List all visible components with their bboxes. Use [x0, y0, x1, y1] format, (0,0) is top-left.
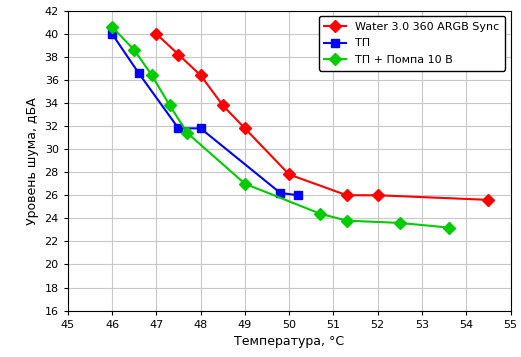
Water 3.0 360 ARGB Sync [219, 103, 226, 107]
Line: ТП: ТП [108, 30, 302, 200]
Water 3.0 360 ARGB Sync [197, 73, 204, 77]
ТП [197, 126, 204, 131]
ТП + Помпа 10 В [396, 221, 403, 225]
Water 3.0 360 ARGB Sync [153, 32, 159, 36]
ТП [295, 193, 301, 197]
X-axis label: Температура, °C: Температура, °C [234, 335, 344, 348]
ТП [135, 71, 142, 75]
Y-axis label: Уровень шума, дБА: Уровень шума, дБА [26, 97, 39, 225]
ТП [176, 126, 182, 131]
ТП + Помпа 10 В [445, 225, 452, 230]
Line: Water 3.0 360 ARGB Sync: Water 3.0 360 ARGB Sync [152, 30, 492, 204]
Legend: Water 3.0 360 ARGB Sync, ТП, ТП + Помпа 10 В: Water 3.0 360 ARGB Sync, ТП, ТП + Помпа … [318, 16, 505, 71]
ТП + Помпа 10 В [317, 212, 324, 216]
ТП + Помпа 10 В [344, 218, 350, 223]
Water 3.0 360 ARGB Sync [344, 193, 350, 197]
ТП + Помпа 10 В [109, 25, 115, 29]
Water 3.0 360 ARGB Sync [286, 172, 292, 177]
ТП [277, 191, 283, 195]
ТП + Помпа 10 В [184, 131, 191, 135]
Line: ТП + Помпа 10 В: ТП + Помпа 10 В [108, 23, 453, 232]
ТП [109, 32, 115, 36]
ТП + Помпа 10 В [167, 103, 173, 107]
ТП + Помпа 10 В [131, 48, 138, 52]
Water 3.0 360 ARGB Sync [375, 193, 381, 197]
ТП + Помпа 10 В [242, 182, 248, 186]
Water 3.0 360 ARGB Sync [486, 198, 492, 202]
Water 3.0 360 ARGB Sync [176, 52, 182, 57]
Water 3.0 360 ARGB Sync [242, 126, 248, 131]
ТП + Помпа 10 В [149, 73, 155, 77]
